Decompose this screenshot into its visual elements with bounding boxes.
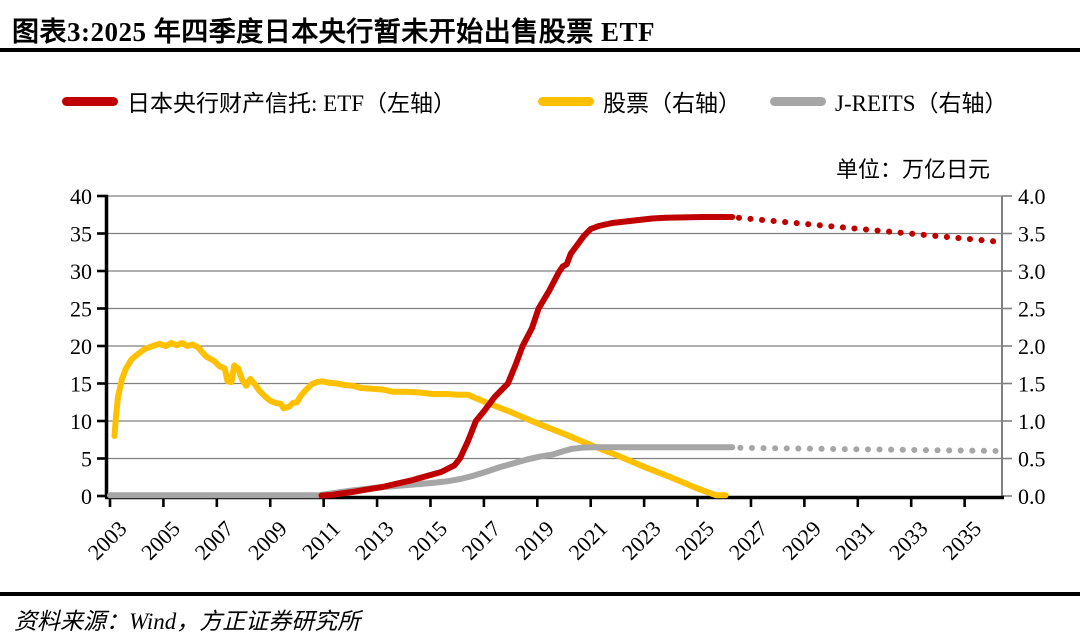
series-jreits-actual <box>107 444 736 499</box>
svg-text:2007: 2007 <box>190 516 239 565</box>
legend-item-stocks: 股票（右轴） <box>538 86 741 116</box>
svg-text:2019: 2019 <box>510 516 559 565</box>
series-stocks <box>111 340 729 499</box>
svg-text:2.5: 2.5 <box>1018 297 1046 322</box>
svg-text:15: 15 <box>70 372 92 397</box>
svg-text:35: 35 <box>70 222 92 247</box>
jreits-line-swatch-icon <box>770 96 826 106</box>
legend-item-jreits: J-REITS（右轴） <box>770 86 1008 116</box>
etf-line-swatch-icon <box>62 96 118 106</box>
series-jreits-projection <box>737 444 1003 454</box>
left-axis: 0 5 10 15 20 25 30 35 40 <box>70 184 109 509</box>
svg-text:40: 40 <box>70 184 92 209</box>
svg-text:1.0: 1.0 <box>1018 409 1046 434</box>
svg-text:0: 0 <box>81 484 92 509</box>
svg-text:30: 30 <box>70 259 92 284</box>
legend-item-etf: 日本央行财产信托: ETF（左轴） <box>62 86 456 116</box>
figure-title: 图表3:2025 年四季度日本央行暂未开始出售股票 ETF <box>12 17 656 47</box>
svg-text:25: 25 <box>70 297 92 322</box>
svg-text:2025: 2025 <box>670 516 719 565</box>
gridlines <box>108 195 1002 460</box>
title-divider <box>0 48 1080 52</box>
svg-text:2035: 2035 <box>937 516 986 565</box>
unit-label: 单位：万亿日元 <box>835 157 990 182</box>
svg-text:2005: 2005 <box>136 516 185 565</box>
svg-text:2015: 2015 <box>403 516 452 565</box>
svg-text:1.5: 1.5 <box>1018 372 1046 397</box>
svg-text:20: 20 <box>70 334 92 359</box>
footer-divider <box>0 592 1080 596</box>
svg-text:2017: 2017 <box>457 516 506 565</box>
svg-text:5: 5 <box>81 447 92 472</box>
svg-text:2033: 2033 <box>884 516 933 565</box>
svg-text:3.5: 3.5 <box>1018 222 1046 247</box>
svg-text:2.0: 2.0 <box>1018 334 1046 359</box>
x-axis: 2003 2005 2007 2009 2011 2013 2015 2017 2019 2021… <box>83 495 1004 565</box>
svg-text:2009: 2009 <box>243 516 292 565</box>
legend-label-stocks: 股票（右轴） <box>603 91 741 116</box>
series-etf-projection <box>735 214 1003 245</box>
stocks-line-swatch-icon <box>538 96 594 106</box>
svg-text:2021: 2021 <box>563 516 612 565</box>
svg-text:3.0: 3.0 <box>1018 259 1046 284</box>
svg-text:2031: 2031 <box>831 516 880 565</box>
series-etf-actual <box>318 214 736 499</box>
chart-legend: 日本央行财产信托: ETF（左轴） 股票（右轴） J-REITS（右轴） <box>0 86 1080 116</box>
right-axis: 0.0 0.5 1.0 1.5 2.0 2.5 3.0 3.5 4.0 <box>1001 184 1046 509</box>
svg-text:2003: 2003 <box>83 516 132 565</box>
legend-label-jreits: J-REITS（右轴） <box>835 91 1008 116</box>
svg-text:10: 10 <box>70 409 92 434</box>
source-note: 资料来源：Wind，方正证券研究所 <box>14 609 361 634</box>
svg-text:2011: 2011 <box>297 516 345 564</box>
svg-text:2023: 2023 <box>617 516 666 565</box>
svg-text:2027: 2027 <box>724 516 773 565</box>
svg-text:0.0: 0.0 <box>1018 484 1046 509</box>
legend-label-etf: 日本央行财产信托: ETF（左轴） <box>127 91 457 116</box>
svg-text:4.0: 4.0 <box>1018 184 1046 209</box>
svg-text:0.5: 0.5 <box>1018 447 1046 472</box>
svg-text:2013: 2013 <box>350 516 399 565</box>
svg-text:2029: 2029 <box>777 516 826 565</box>
